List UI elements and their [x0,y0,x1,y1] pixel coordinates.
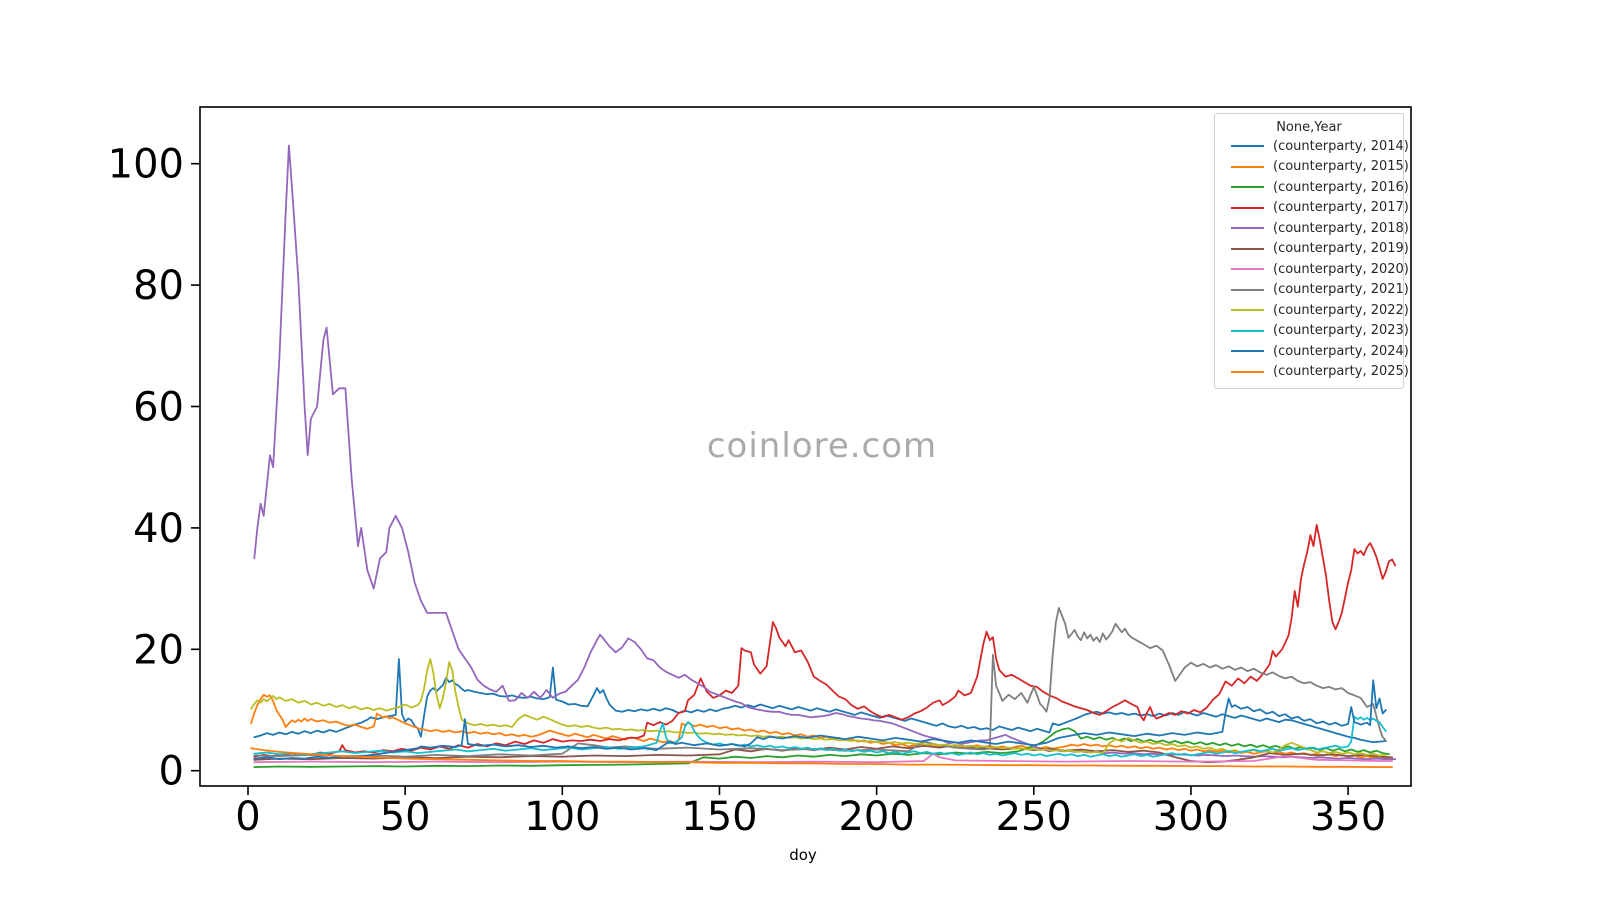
legend-item-2021: (counterparty, 2021) [1223,280,1409,301]
legend-item-label: (counterparty, 2017) [1273,200,1409,216]
series-line-2021 [253,607,1387,758]
y-tick-label: 0 [159,749,184,795]
legend-line-swatch [1231,145,1264,148]
y-tick-label: 60 [133,385,184,431]
legend-item-2019: (counterparty, 2019) [1223,239,1409,260]
legend-item-label: (counterparty, 2018) [1273,220,1409,236]
series-line-2018 [253,144,1397,761]
x-tick-label: 250 [996,794,1072,840]
plot-border [199,106,1412,787]
y-tick-label: 80 [133,263,184,309]
x-tick-label: 0 [235,794,260,840]
x-tick-label: 50 [380,794,431,840]
x-tick-label: 150 [681,794,757,840]
legend-item-2024: (counterparty, 2024) [1223,341,1409,362]
legend-line-swatch [1231,329,1264,332]
legend-item-2025: (counterparty, 2025) [1223,362,1409,383]
x-tick-label: 100 [524,794,600,840]
y-tick-label: 20 [133,627,184,673]
legend-line-swatch [1231,165,1264,168]
legend-line-swatch [1231,309,1264,312]
series-line-2019 [253,744,1393,764]
legend-item-label: (counterparty, 2021) [1273,282,1409,298]
series-line-2023 [253,715,1387,758]
legend-item-label: (counterparty, 2023) [1273,323,1409,339]
legend-line-swatch [1231,186,1264,189]
legend-item-2022: (counterparty, 2022) [1223,300,1409,321]
x-axis-label: doy [789,846,817,864]
x-tick-label: 300 [1153,794,1229,840]
legend-item-2018: (counterparty, 2018) [1223,218,1409,239]
legend-item-label: (counterparty, 2020) [1273,261,1409,277]
legend-item-label: (counterparty, 2025) [1273,364,1409,380]
series-line-2015 [250,693,1393,760]
series-line-2024 [253,679,1387,761]
legend-item-2015: (counterparty, 2015) [1223,157,1409,178]
series-line-2020 [253,752,1393,764]
legend-item-2020: (counterparty, 2020) [1223,259,1409,280]
legend-title: None,Year [1276,120,1342,135]
series-line-2022 [250,658,1387,757]
legend-line-swatch [1231,247,1264,250]
legend-item-2017: (counterparty, 2017) [1223,198,1409,219]
series-line-2017 [253,524,1397,758]
axes: 0 50 100 150 200 250 300 350 0 20 40 60 80 100 [108,106,1412,840]
legend-item-label: (counterparty, 2015) [1273,159,1409,175]
y-tick-label: 40 [133,506,184,552]
legend-item-label: (counterparty, 2019) [1273,241,1409,257]
series-lines [250,144,1397,768]
legend-line-swatch [1231,206,1264,209]
legend-item-2014: (counterparty, 2014) [1223,136,1409,157]
legend-item-label: (counterparty, 2024) [1273,343,1409,359]
legend-item-label: (counterparty, 2016) [1273,179,1409,195]
legend-line-swatch [1231,350,1264,353]
x-tick-label: 200 [838,794,914,840]
legend-line-swatch [1231,288,1264,291]
series-line-2025 [250,747,1393,768]
legend-item-label: (counterparty, 2014) [1273,138,1409,154]
series-line-2014 [253,658,1387,744]
x-tick-label: 350 [1310,794,1386,840]
legend-line-swatch [1231,268,1264,271]
legend: None,Year (counterparty, 2014) (counterpa… [1214,113,1409,389]
watermark-text: coinlore.com [707,426,937,466]
legend-item-label: (counterparty, 2022) [1273,302,1409,318]
legend-item-2023: (counterparty, 2023) [1223,321,1409,342]
legend-line-swatch [1231,227,1264,230]
y-tick-label: 100 [108,142,184,188]
legend-line-swatch [1231,370,1264,373]
legend-item-2016: (counterparty, 2016) [1223,177,1409,198]
legend-rows: (counterparty, 2014) (counterparty, 2015)… [1223,136,1409,383]
